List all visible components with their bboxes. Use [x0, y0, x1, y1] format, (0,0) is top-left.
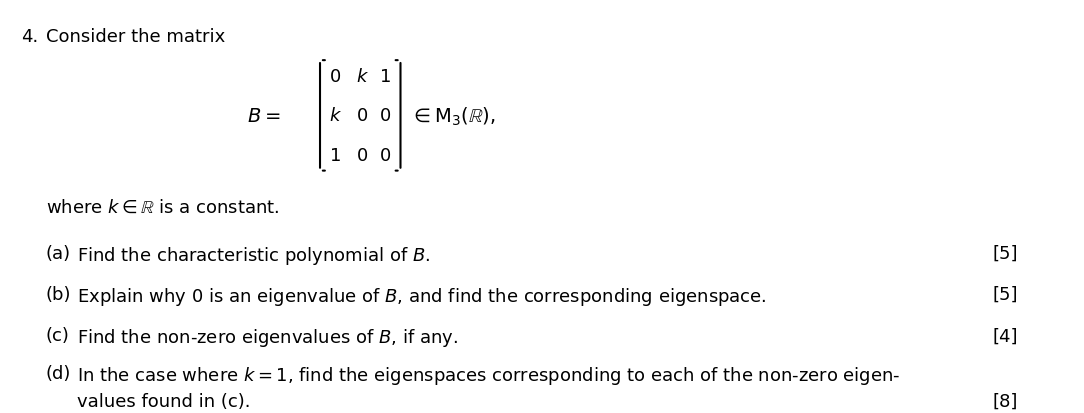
- Text: Find the characteristic polynomial of $B$.: Find the characteristic polynomial of $B…: [77, 244, 430, 266]
- Text: (c): (c): [46, 327, 69, 344]
- Text: $0$: $0$: [330, 68, 341, 86]
- Text: $1$: $1$: [379, 68, 391, 86]
- Text: $B =$: $B =$: [247, 107, 281, 126]
- Text: Explain why $0$ is an eigenvalue of $B$, and find the corresponding eigenspace.: Explain why $0$ is an eigenvalue of $B$,…: [77, 285, 766, 307]
- Text: $k$: $k$: [356, 68, 369, 86]
- Text: Find the non-zero eigenvalues of $B$, if any.: Find the non-zero eigenvalues of $B$, if…: [77, 327, 457, 349]
- Text: $0$: $0$: [357, 107, 369, 125]
- Text: $0$: $0$: [379, 147, 391, 164]
- Text: In the case where $k = 1$, find the eigenspaces corresponding to each of the non: In the case where $k = 1$, find the eige…: [77, 364, 900, 386]
- Text: $0$: $0$: [357, 147, 369, 164]
- Text: (d): (d): [46, 364, 72, 382]
- Text: Consider the matrix: Consider the matrix: [46, 28, 225, 45]
- Text: [5]: [5]: [992, 244, 1018, 262]
- Text: (b): (b): [46, 285, 72, 303]
- Text: 4.: 4.: [21, 28, 38, 45]
- Text: where $k \in \mathbb{R}$ is a constant.: where $k \in \mathbb{R}$ is a constant.: [46, 199, 280, 217]
- Text: values found in (c).: values found in (c).: [77, 392, 250, 410]
- Text: [5]: [5]: [992, 285, 1018, 303]
- Text: $1$: $1$: [330, 147, 341, 164]
- Text: $0$: $0$: [379, 107, 391, 125]
- Text: $\in \mathrm{M}_3(\mathbb{R}),$: $\in \mathrm{M}_3(\mathbb{R}),$: [410, 105, 495, 127]
- Text: $k$: $k$: [328, 107, 341, 125]
- Text: [4]: [4]: [992, 327, 1018, 344]
- Text: (a): (a): [46, 244, 72, 262]
- Text: [8]: [8]: [992, 392, 1018, 410]
